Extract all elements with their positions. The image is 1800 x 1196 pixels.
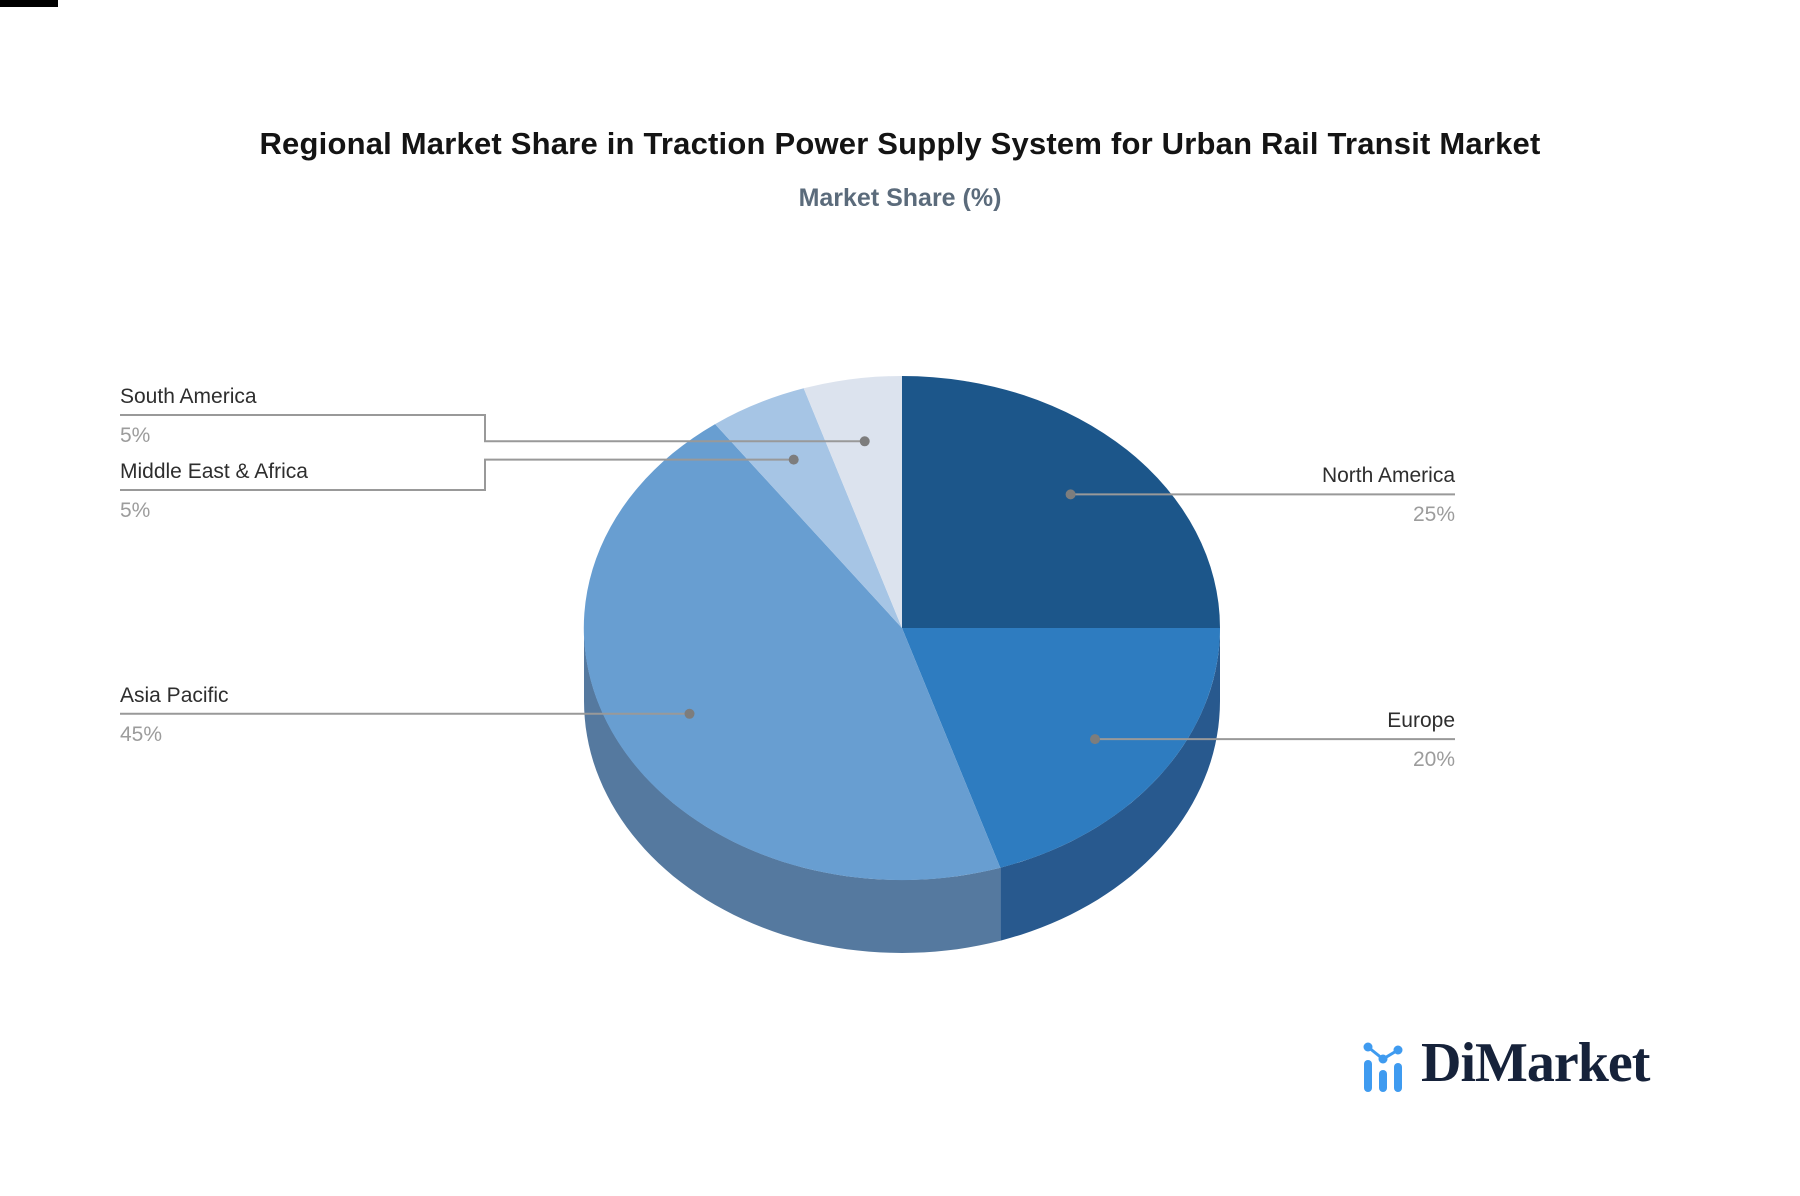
pie-slice-south-america[interactable] [803, 375, 902, 628]
chart-subtitle: Market Share (%) [798, 184, 1002, 212]
slice-value: 20% [1412, 748, 1455, 772]
label-middle-east-africa: Middle East & Africa 5% [120, 459, 540, 524]
slice-name: Middle East & Africa [120, 460, 308, 483]
leader-line [120, 414, 865, 443]
label-asia-pacific: Asia Pacific 45% [120, 683, 540, 748]
leader-dot [1090, 734, 1100, 745]
slice-value: 5% [120, 499, 151, 522]
leader-dot [684, 708, 695, 719]
screenshot-corner-artifact [0, 0, 58, 7]
slice-name: South America [120, 385, 257, 408]
slice-value: 45% [120, 722, 163, 746]
label-north-america: North America 25% [1035, 463, 1455, 528]
bar-chart-with-trend-dots-icon [1363, 1042, 1403, 1092]
label-europe: Europe 20% [1035, 708, 1455, 773]
slice-value: 25% [1412, 503, 1455, 527]
slice-value: 5% [120, 424, 151, 447]
dimarket-logo: DiMarket [1363, 1032, 1650, 1094]
pie-slice-north-america[interactable] [902, 376, 1220, 628]
label-south-america: South America 5% [120, 384, 540, 449]
pie-slice-side-europe [1000, 628, 1220, 941]
leader-dot [1065, 489, 1076, 500]
slice-name: Europe [1387, 709, 1455, 733]
pie-slice-europe[interactable] [902, 628, 1220, 868]
leader-line [120, 458, 794, 491]
pie-slice-side-asia-pacific [584, 628, 1001, 953]
pie-slice-middle-east-africa[interactable] [715, 388, 902, 628]
leader-dot [859, 436, 870, 447]
slice-name: North America [1321, 464, 1455, 488]
chart-title: Regional Market Share in Traction Power … [259, 126, 1541, 161]
slice-name: Asia Pacific [120, 683, 229, 707]
pie-slice-asia-pacific[interactable] [583, 424, 1001, 881]
dimarket-logo-text: DiMarket [1421, 1032, 1650, 1094]
leader-dot [788, 454, 799, 465]
